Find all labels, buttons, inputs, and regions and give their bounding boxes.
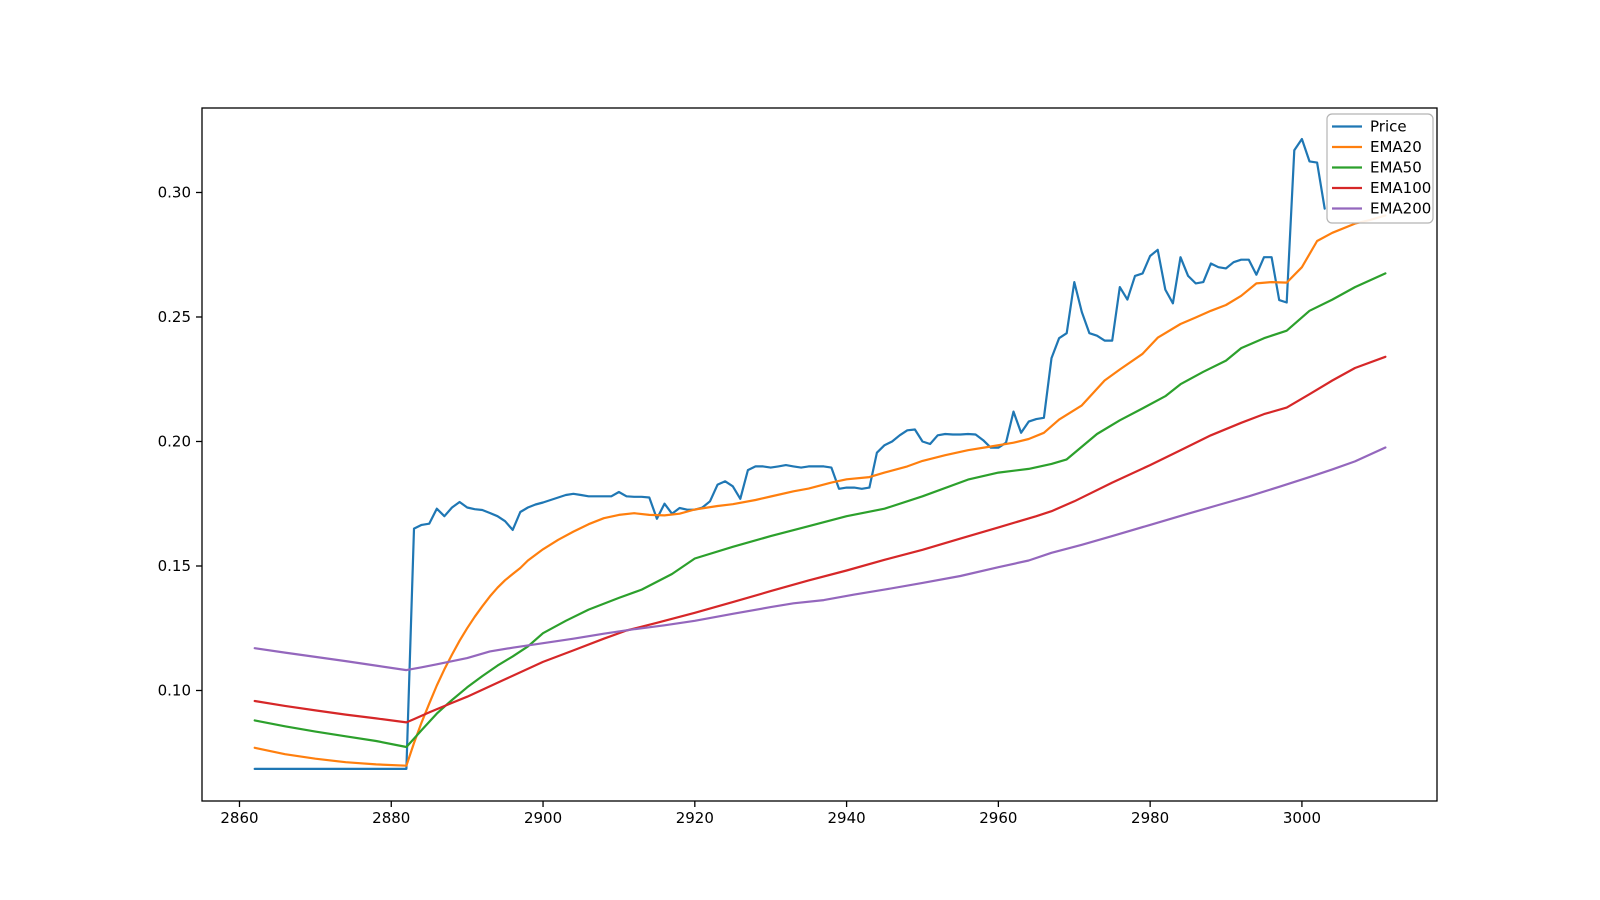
y-tick-label: 0.20 bbox=[158, 433, 191, 451]
x-tick-label: 2960 bbox=[979, 809, 1017, 827]
x-tick-label: 2980 bbox=[1131, 809, 1169, 827]
legend-label-price: Price bbox=[1370, 118, 1407, 136]
ema200-line bbox=[253, 446, 1387, 672]
x-tick-label: 3000 bbox=[1283, 809, 1321, 827]
x-tick-label: 2880 bbox=[372, 809, 410, 827]
legend-box bbox=[1326, 113, 1434, 224]
ema100-line bbox=[253, 355, 1387, 724]
ema20-line bbox=[253, 214, 1387, 767]
axes: 2860 2880 2900 2920 2940 2960 2980 3000 0.10 0.15… bbox=[158, 107, 1438, 827]
ema50-line bbox=[253, 272, 1387, 749]
legend-label-ema200: EMA200 bbox=[1370, 200, 1431, 218]
plot-background bbox=[202, 108, 1437, 801]
legend-label-ema50: EMA50 bbox=[1370, 159, 1422, 177]
x-tick-label: 2860 bbox=[220, 809, 258, 827]
y-tick-label: 0.30 bbox=[158, 184, 191, 202]
y-tick-label: 0.10 bbox=[158, 682, 191, 700]
x-tick-label: 2900 bbox=[524, 809, 562, 827]
plot-area bbox=[202, 108, 1437, 801]
x-tick-label: 2920 bbox=[676, 809, 714, 827]
series-layer bbox=[253, 137, 1387, 771]
y-tick-label: 0.25 bbox=[158, 308, 191, 326]
price-line bbox=[253, 137, 1326, 771]
legend-label-ema20: EMA20 bbox=[1370, 138, 1422, 156]
legend-label-ema100: EMA100 bbox=[1370, 179, 1431, 197]
legend: Price EMA20 EMA50 EMA100 EMA200 bbox=[1326, 113, 1434, 224]
x-tick-label: 2940 bbox=[827, 809, 865, 827]
plot-border bbox=[201, 107, 1438, 802]
y-tick-label: 0.15 bbox=[158, 557, 191, 575]
